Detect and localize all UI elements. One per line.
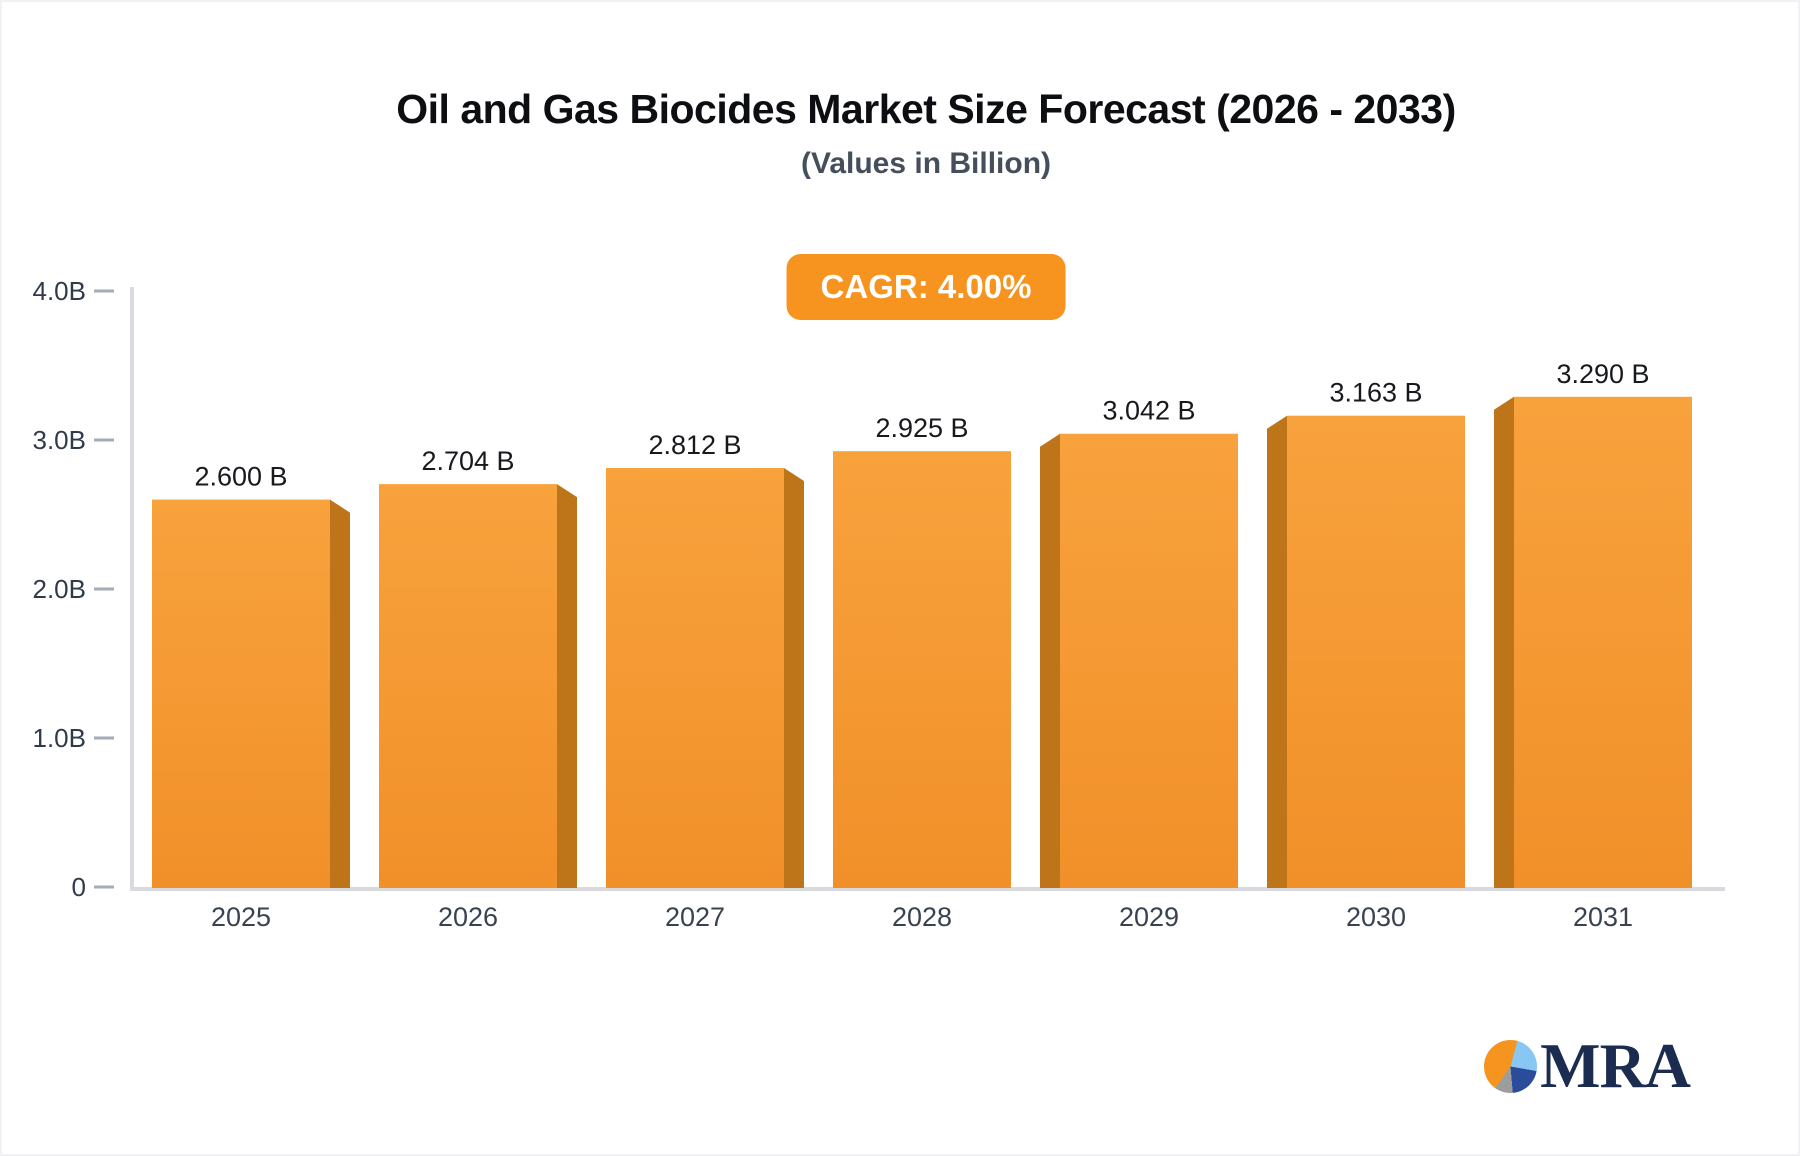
bar-2025 [152,499,330,888]
pie-chart-icon [1484,1039,1538,1093]
y-tick-label: 2.0B [33,574,87,604]
bar-side-2025 [330,499,350,888]
bar-side-2031 [1494,396,1514,888]
x-axis-label-2025: 2025 [211,902,271,932]
x-axis-label-2026: 2026 [438,902,498,932]
bar-value-label-2028: 2.925 B [875,413,968,443]
bar-2031 [1514,396,1692,888]
bar-value-label-2030: 3.163 B [1329,378,1422,408]
chart-subtitle: (Values in Billion) [800,147,1052,180]
x-axis-label-2027: 2027 [665,902,725,932]
bar-2026 [379,484,557,888]
brand-logo-text: MRA [1540,1030,1691,1101]
bar-2028 [833,451,1011,888]
chart-plot-area: 0 1.0B 2.0B 3.0B 4.0B 2.600 B 2025 2.704 B 2026 2… [33,276,1725,932]
bar-value-label-2027: 2.812 B [648,430,741,460]
x-axis-label-2031: 2031 [1573,902,1633,932]
y-tick-label: 3.0B [33,425,87,455]
bar-2030 [1287,415,1465,888]
y-tick-label: 4.0B [33,276,87,306]
brand-logo: MRA [1484,1030,1691,1101]
bar-value-label-2026: 2.704 B [421,446,514,476]
cagr-badge: CAGR: 4.00% [786,254,1066,320]
x-axis-label-2028: 2028 [892,902,952,932]
bar-side-2027 [784,468,804,888]
bar-2027 [606,468,784,888]
bar-value-label-2025: 2.600 B [194,462,287,492]
chart-header: Oil and Gas Biocides Market Size Forecas… [132,86,1720,320]
chart-title: Oil and Gas Biocides Market Size Forecas… [396,86,1456,132]
x-axis-label-2030: 2030 [1346,902,1406,932]
y-tick-label: 0 [72,872,86,902]
y-tick-label: 1.0B [33,723,87,753]
bar-value-label-2031: 3.290 B [1556,359,1649,389]
bar-value-label-2029: 3.042 B [1102,396,1195,426]
bar-side-2029 [1040,433,1060,888]
bar-2029 [1060,433,1238,888]
bar-side-2030 [1267,415,1287,888]
bar-side-2026 [557,484,577,888]
x-axis-label-2029: 2029 [1119,902,1179,932]
